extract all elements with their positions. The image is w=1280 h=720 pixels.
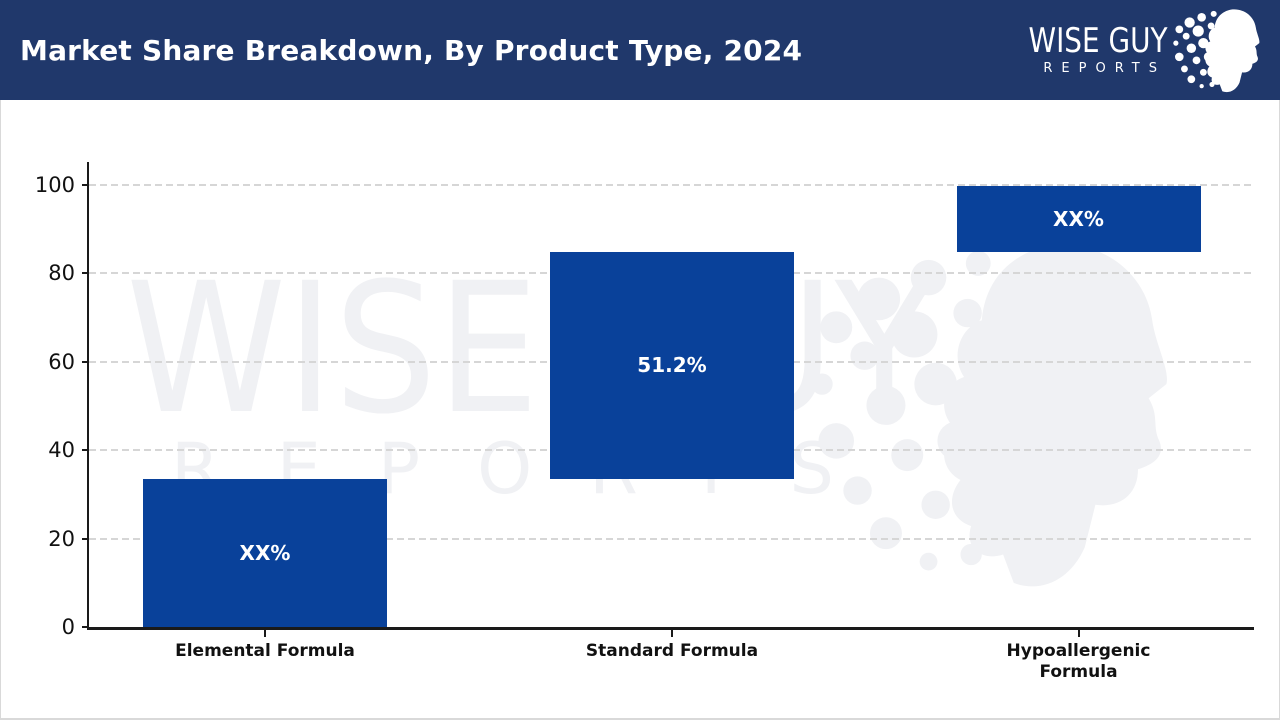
x-tick-mark xyxy=(264,630,266,637)
y-tick-label: 80 xyxy=(48,261,75,285)
y-gridline xyxy=(89,183,1254,186)
y-tick-mark xyxy=(82,537,89,540)
y-tick-label: 20 xyxy=(48,526,75,551)
bar-value-label: XX% xyxy=(239,540,291,565)
y-axis-line xyxy=(87,162,89,630)
report-header: Market Share Breakdown, By Product Type,… xyxy=(0,0,1280,100)
bar-segment: XX% xyxy=(956,185,1201,253)
y-tick-mark xyxy=(82,272,89,274)
bar-value-label: 51.2% xyxy=(637,353,707,378)
x-tick-mark xyxy=(1077,630,1080,637)
y-tick-mark xyxy=(82,449,89,451)
chart-area: WISE GUY REPORTS 0 20 40 60 80 100 XX% Elementa… xyxy=(0,100,1280,720)
wiseguy-logo: WISE GUY REPORTS xyxy=(998,7,1266,93)
y-tick-label: 0 xyxy=(61,615,75,639)
plot: 0 20 40 60 80 100 XX% Elemental Formula 51.2% Sta… xyxy=(1,100,1279,718)
y-tick-label: 100 xyxy=(34,172,75,197)
logo-text: WISE GUY REPORTS xyxy=(998,24,1168,76)
y-tick-mark xyxy=(82,183,89,186)
x-axis-line xyxy=(87,627,1254,630)
logo-head-icon xyxy=(1173,9,1260,93)
category-label: Elemental Formula xyxy=(175,641,355,661)
category-label: Standard Formula xyxy=(585,641,759,661)
y-tick-label: 60 xyxy=(48,349,75,374)
logo-brand-text: WISE GUY xyxy=(1028,21,1168,61)
bar-segment: 51.2% xyxy=(550,252,794,479)
y-tick-label: 40 xyxy=(48,438,75,462)
y-tick-mark xyxy=(82,626,89,628)
bar-segment: XX% xyxy=(143,478,387,627)
x-tick-mark xyxy=(671,630,673,637)
page-title: Market Share Breakdown, By Product Type,… xyxy=(20,33,803,67)
logo-reports-text: REPORTS xyxy=(1043,61,1166,76)
y-tick-mark xyxy=(82,360,89,363)
category-label: Hypoallergenic Formula xyxy=(1006,641,1151,682)
y-gridline xyxy=(89,537,1254,540)
bar-value-label: XX% xyxy=(1053,207,1104,231)
